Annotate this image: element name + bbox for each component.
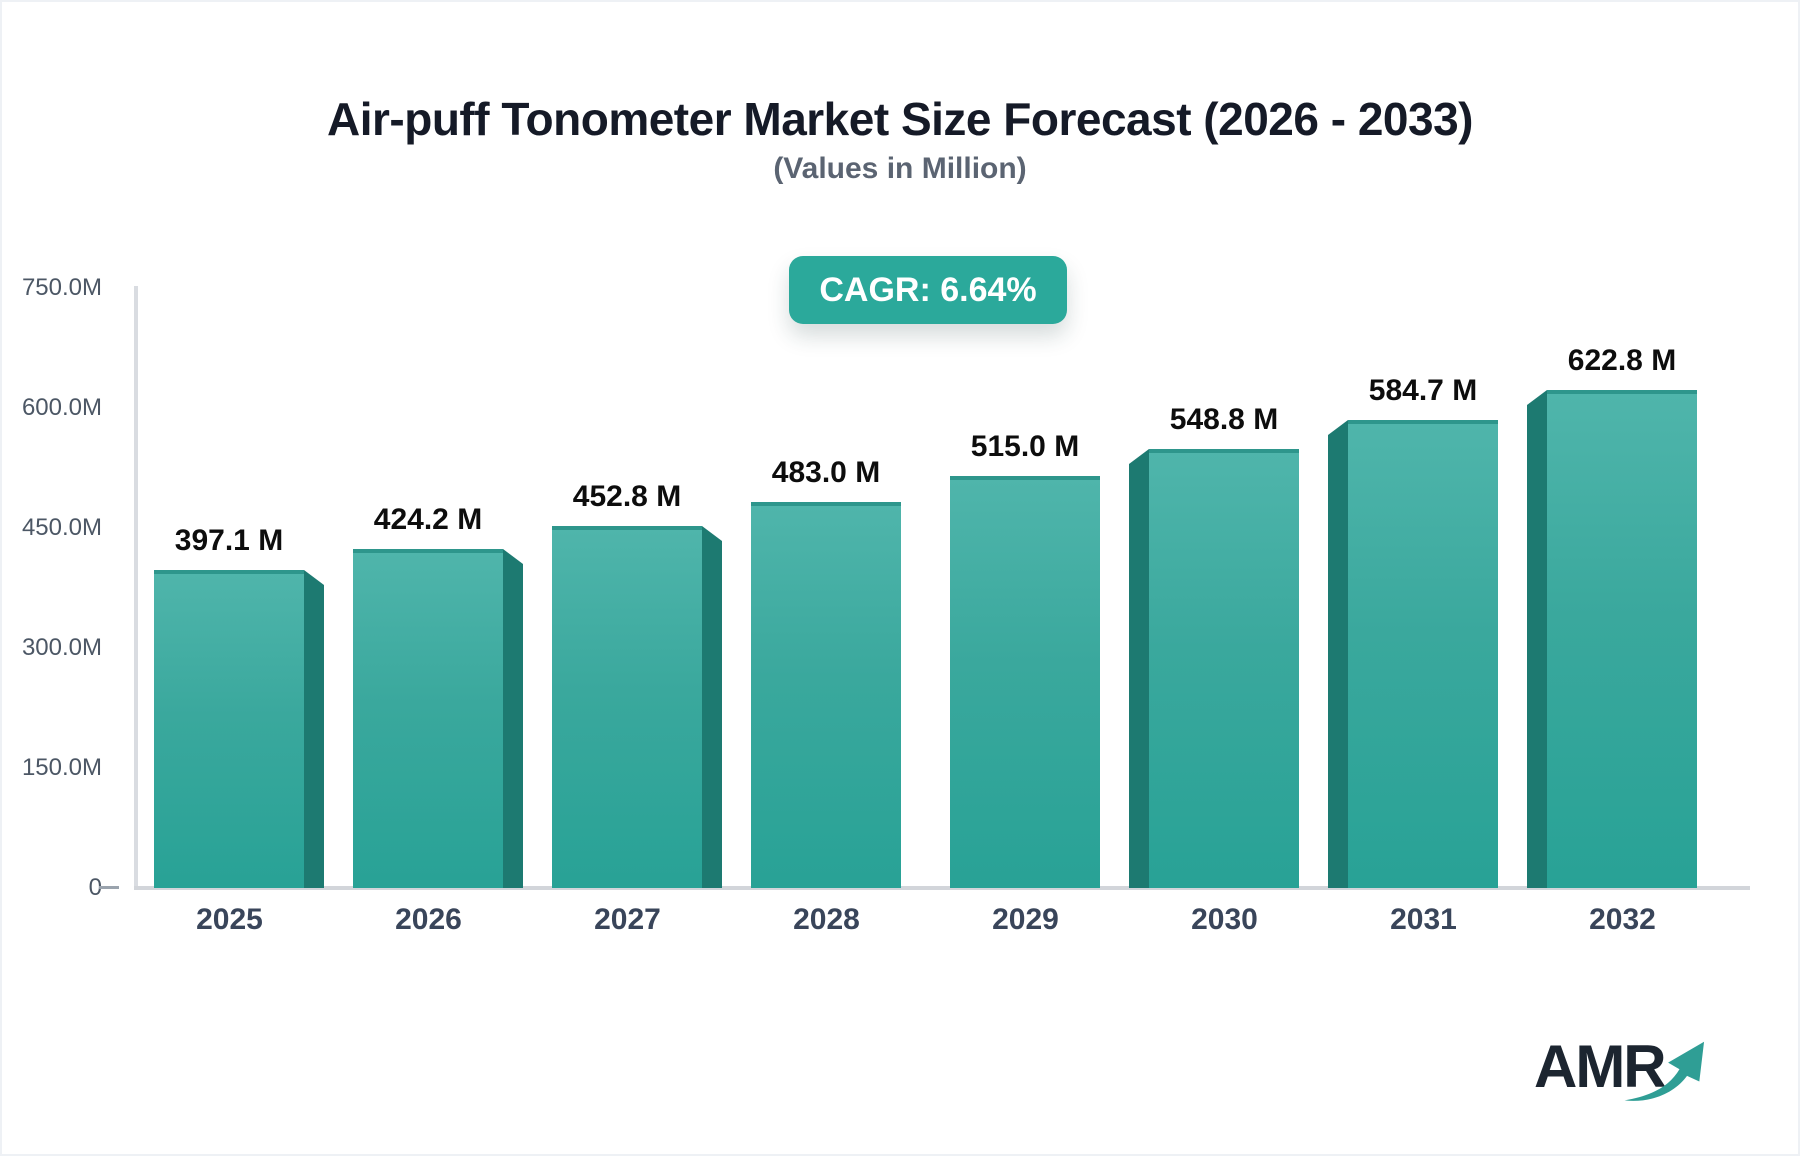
x-axis-line xyxy=(134,886,1750,890)
x-tick-label-2028: 2028 xyxy=(793,903,860,936)
bar-value-label-2031: 584.7 M xyxy=(1368,374,1478,407)
zero-tick-mark xyxy=(99,886,119,889)
cagr-badge-label: CAGR: 6.64% xyxy=(819,270,1037,309)
bar-2030 xyxy=(1149,449,1299,888)
bar-2028 xyxy=(751,502,901,888)
bar-2025 xyxy=(154,570,304,888)
growth-arrow-icon xyxy=(1624,1041,1705,1101)
bar-2027 xyxy=(552,526,702,888)
bar-2032 xyxy=(1547,390,1697,888)
bar-value-label-2029: 515.0 M xyxy=(970,430,1080,463)
bar-2026 xyxy=(353,549,503,888)
y-tick-label: 600.0M xyxy=(21,394,102,421)
bar-3d-side-2031 xyxy=(1328,420,1348,888)
bar-3d-side-2032 xyxy=(1527,390,1547,888)
amr-logo-text: AMR xyxy=(1534,1033,1667,1100)
x-tick-label-2029: 2029 xyxy=(992,903,1059,936)
bar-value-label-2027: 452.8 M xyxy=(572,480,682,513)
bar-2031 xyxy=(1348,420,1498,888)
bar-2029 xyxy=(950,476,1100,888)
x-tick-label-2032: 2032 xyxy=(1589,903,1656,936)
y-tick-label: 150.0M xyxy=(21,754,102,781)
x-tick-label-2026: 2026 xyxy=(395,903,462,936)
bar-value-label-2032: 622.8 M xyxy=(1567,344,1677,377)
y-tick-label: 450.0M xyxy=(21,514,102,541)
y-axis-line xyxy=(134,286,138,888)
chart-title: Air-puff Tonometer Market Size Forecast … xyxy=(327,93,1473,145)
x-tick-label-2025: 2025 xyxy=(196,903,263,936)
x-tick-label-2030: 2030 xyxy=(1191,903,1258,936)
y-tick-label: 300.0M xyxy=(21,634,102,661)
x-tick-label-2027: 2027 xyxy=(594,903,661,936)
bar-3d-side-2027 xyxy=(702,526,722,888)
bar-3d-side-2026 xyxy=(503,549,523,888)
x-tick-label-2031: 2031 xyxy=(1390,903,1457,936)
bar-value-label-2028: 483.0 M xyxy=(771,456,881,489)
amr-logo: AMR xyxy=(1534,1024,1734,1114)
y-tick-label: 0 xyxy=(88,874,102,901)
bar-value-label-2030: 548.8 M xyxy=(1169,403,1279,436)
cagr-badge: CAGR: 6.64% xyxy=(789,256,1067,324)
bar-3d-side-2030 xyxy=(1129,449,1149,888)
bar-3d-side-2025 xyxy=(304,570,324,888)
chart-subtitle: (Values in Million) xyxy=(773,152,1027,185)
y-tick-label: 750.0M xyxy=(21,274,102,301)
bar-value-label-2025: 397.1 M xyxy=(174,524,284,557)
bar-value-label-2026: 424.2 M xyxy=(373,503,483,536)
